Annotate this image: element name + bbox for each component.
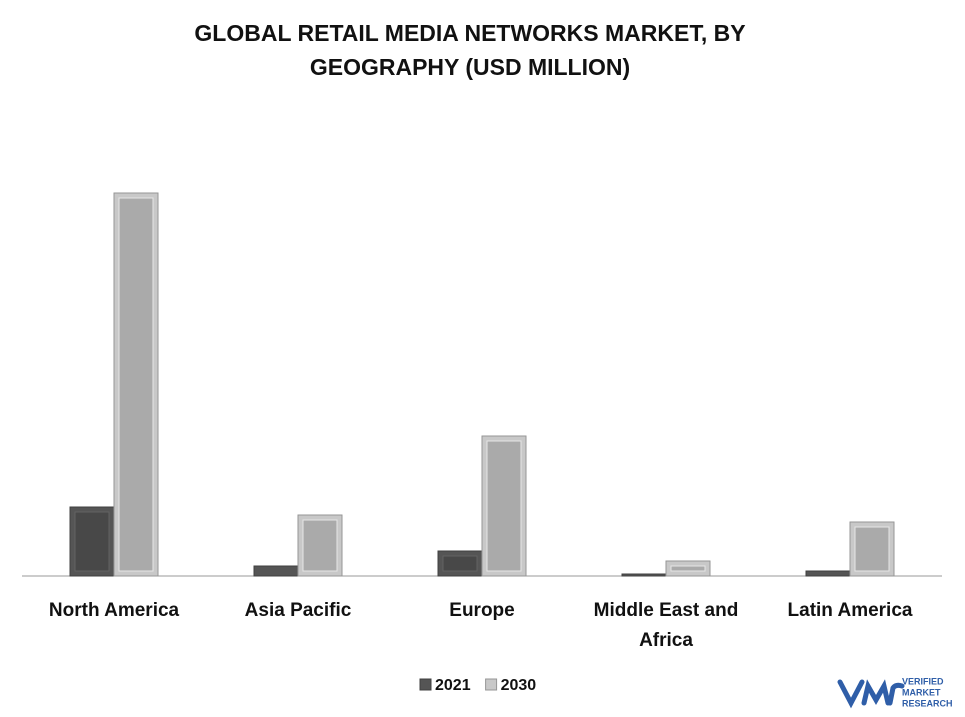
bar-bevel	[442, 555, 478, 572]
legend-label: 2021	[435, 677, 471, 694]
x-tick-label: Europe	[449, 600, 515, 621]
x-tick-label: Middle East and Africa	[593, 600, 739, 651]
x-tick-label: North America	[48, 600, 180, 621]
bar-bevel	[118, 197, 154, 572]
logo-text: VERIFIED	[902, 676, 944, 686]
legend-label: 2030	[501, 677, 537, 694]
x-tick-label: Asia Pacific	[244, 600, 352, 621]
logo-text: MARKET	[902, 687, 941, 697]
logo: VERIFIED MARKET RESEARCH	[837, 676, 953, 709]
bar-bevel	[74, 511, 110, 572]
bar	[253, 565, 299, 577]
bar	[621, 573, 667, 577]
bar	[805, 570, 851, 577]
x-tick-label: Latin America	[787, 600, 913, 621]
logo-mark	[837, 679, 905, 709]
bar-bevel	[670, 565, 706, 572]
bar-bevel	[854, 526, 890, 572]
legend-swatch	[485, 678, 498, 691]
bar-bevel	[486, 440, 522, 572]
chart-title: GLOBAL RETAIL MEDIA NETWORKS MARKET, BY …	[194, 20, 746, 80]
bar-bevel	[302, 519, 338, 572]
logo-text: RESEARCH	[902, 698, 953, 708]
legend-swatch	[419, 678, 432, 691]
